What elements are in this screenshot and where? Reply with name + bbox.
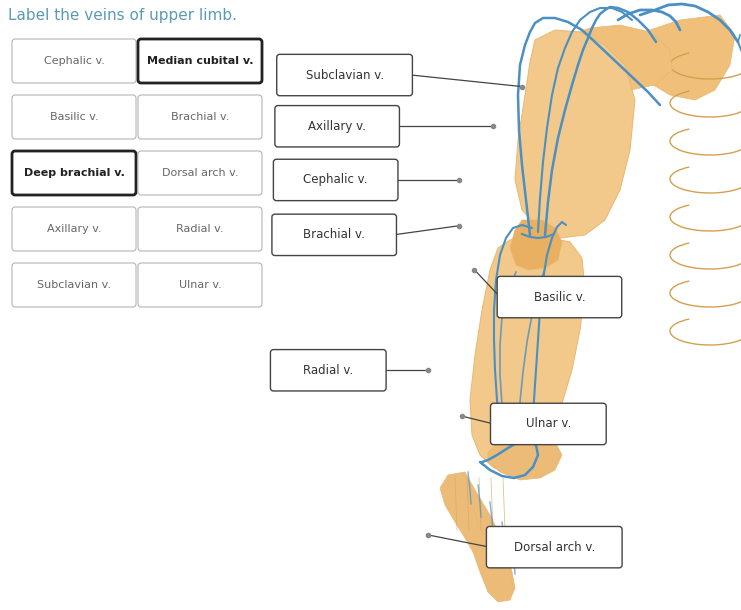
Text: Brachial v.: Brachial v. xyxy=(171,112,229,122)
FancyBboxPatch shape xyxy=(12,95,136,139)
Text: Median cubital v.: Median cubital v. xyxy=(147,56,253,66)
FancyBboxPatch shape xyxy=(12,207,136,251)
Polygon shape xyxy=(620,15,735,100)
Text: Radial v.: Radial v. xyxy=(303,364,353,377)
Text: Ulnar v.: Ulnar v. xyxy=(525,417,571,431)
FancyBboxPatch shape xyxy=(272,214,396,256)
Text: Axillary v.: Axillary v. xyxy=(308,120,366,133)
FancyBboxPatch shape xyxy=(270,350,386,391)
FancyBboxPatch shape xyxy=(273,159,398,201)
FancyBboxPatch shape xyxy=(486,526,622,568)
FancyBboxPatch shape xyxy=(12,39,136,83)
Text: Axillary v.: Axillary v. xyxy=(47,224,102,234)
Text: Cephalic v.: Cephalic v. xyxy=(44,56,104,66)
Text: Subclavian v.: Subclavian v. xyxy=(37,280,111,290)
FancyBboxPatch shape xyxy=(497,276,622,318)
Text: Brachial v.: Brachial v. xyxy=(303,228,365,242)
Polygon shape xyxy=(488,435,562,480)
FancyBboxPatch shape xyxy=(12,151,136,195)
FancyBboxPatch shape xyxy=(138,207,262,251)
Text: Dorsal arch v.: Dorsal arch v. xyxy=(514,540,595,554)
FancyBboxPatch shape xyxy=(276,54,413,96)
FancyBboxPatch shape xyxy=(275,106,399,147)
Text: Subclavian v.: Subclavian v. xyxy=(305,68,384,82)
Text: Deep brachial v.: Deep brachial v. xyxy=(24,168,124,178)
Polygon shape xyxy=(440,472,515,602)
Text: Radial v.: Radial v. xyxy=(176,224,224,234)
FancyBboxPatch shape xyxy=(138,151,262,195)
FancyBboxPatch shape xyxy=(138,263,262,307)
FancyBboxPatch shape xyxy=(138,39,262,83)
Text: Dorsal arch v.: Dorsal arch v. xyxy=(162,168,239,178)
Polygon shape xyxy=(515,30,635,238)
FancyBboxPatch shape xyxy=(138,95,262,139)
Text: Ulnar v.: Ulnar v. xyxy=(179,280,222,290)
Text: Basilic v.: Basilic v. xyxy=(50,112,99,122)
FancyBboxPatch shape xyxy=(491,403,606,445)
Polygon shape xyxy=(510,220,562,270)
FancyBboxPatch shape xyxy=(12,263,136,307)
Polygon shape xyxy=(470,235,585,470)
Polygon shape xyxy=(562,25,672,90)
Text: Basilic v.: Basilic v. xyxy=(534,290,585,304)
Text: Cephalic v.: Cephalic v. xyxy=(303,173,368,187)
Text: Label the veins of upper limb.: Label the veins of upper limb. xyxy=(8,8,237,23)
